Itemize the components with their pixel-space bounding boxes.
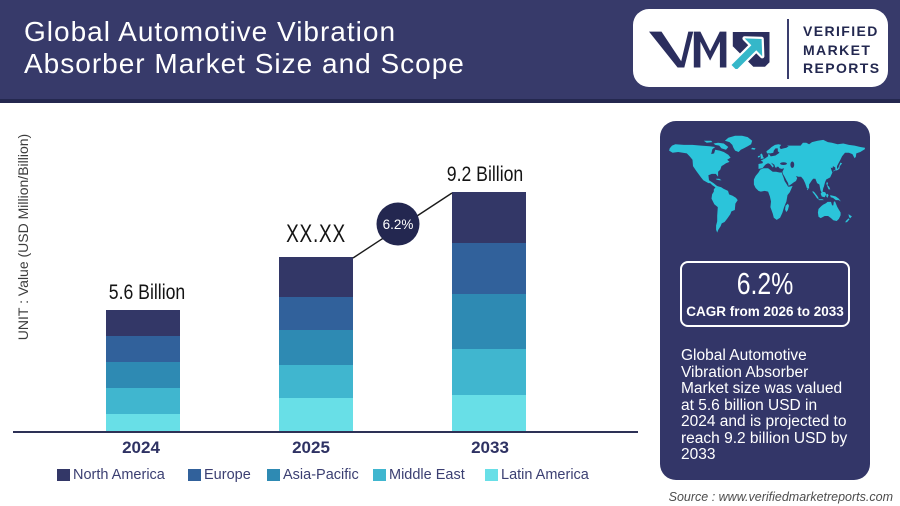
svg-text:6.2%: 6.2% [383,217,414,232]
